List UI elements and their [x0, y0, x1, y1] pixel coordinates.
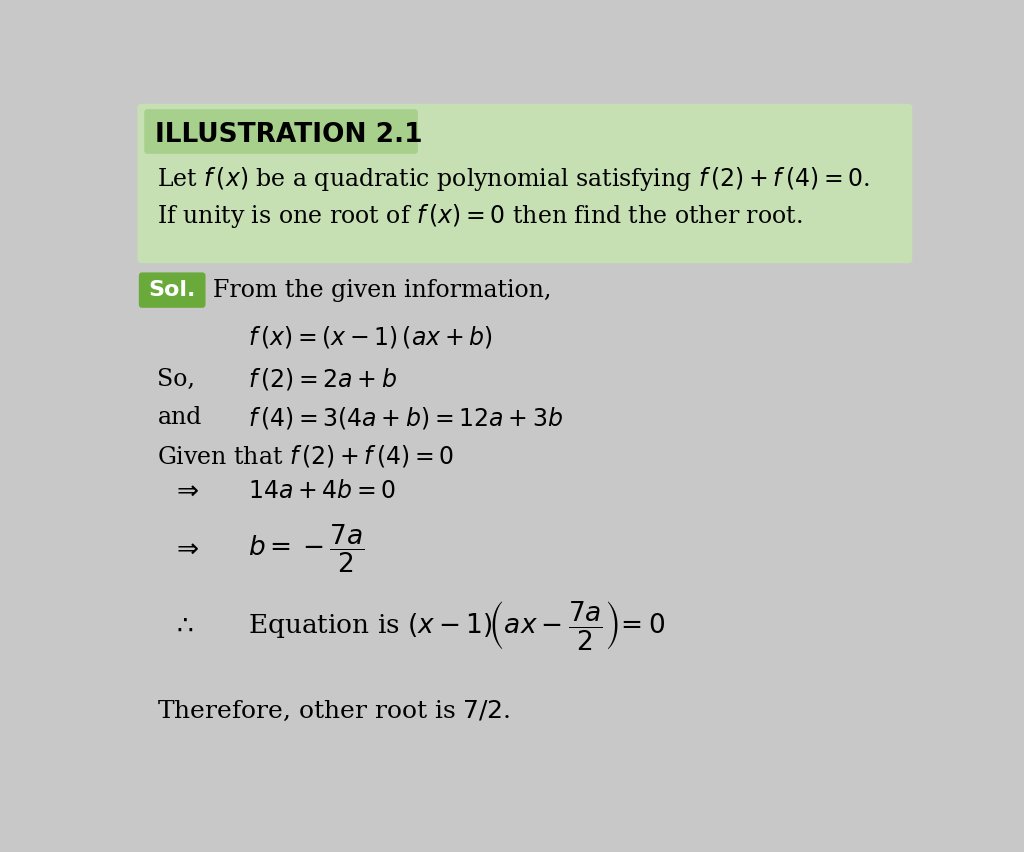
FancyBboxPatch shape: [139, 273, 206, 308]
Text: $f\,(x)=(x-1)\,(ax+b)$: $f\,(x)=(x-1)\,(ax+b)$: [248, 324, 493, 350]
Text: $f\,(2)=2a+b$: $f\,(2)=2a+b$: [248, 366, 397, 393]
Text: If unity is one root of $f\,(x)=0$ then find the other root.: If unity is one root of $f\,(x)=0$ then …: [158, 202, 803, 230]
Text: Equation is $(x-1)\!\left(ax-\dfrac{7a}{2}\right)\!=0$: Equation is $(x-1)\!\left(ax-\dfrac{7a}{…: [248, 599, 666, 653]
Text: Let $f\,(x)$ be a quadratic polynomial satisfying $f\,(2)+f\,(4)=0$.: Let $f\,(x)$ be a quadratic polynomial s…: [158, 165, 870, 193]
Text: and: and: [158, 406, 202, 429]
Text: $f\,(4)=3(4a+b)=12a+3b$: $f\,(4)=3(4a+b)=12a+3b$: [248, 405, 563, 431]
Text: $b=-\dfrac{7a}{2}$: $b=-\dfrac{7a}{2}$: [248, 523, 365, 575]
Text: Sol.: Sol.: [148, 280, 196, 300]
Text: $\therefore$: $\therefore$: [171, 613, 193, 639]
Text: $\Rightarrow$: $\Rightarrow$: [171, 478, 199, 504]
Text: Therefore, other root is $7/2$.: Therefore, other root is $7/2$.: [158, 699, 510, 722]
Text: $\Rightarrow$: $\Rightarrow$: [171, 536, 199, 561]
Text: $14a+4b=0$: $14a+4b=0$: [248, 480, 396, 503]
Text: From the given information,: From the given information,: [213, 279, 552, 302]
FancyBboxPatch shape: [137, 104, 912, 263]
Text: So,: So,: [158, 368, 196, 391]
FancyBboxPatch shape: [144, 109, 418, 154]
Text: Given that $f\,(2)+f\,(4)=0$: Given that $f\,(2)+f\,(4)=0$: [158, 443, 455, 469]
Text: ILLUSTRATION 2.1: ILLUSTRATION 2.1: [155, 122, 423, 147]
